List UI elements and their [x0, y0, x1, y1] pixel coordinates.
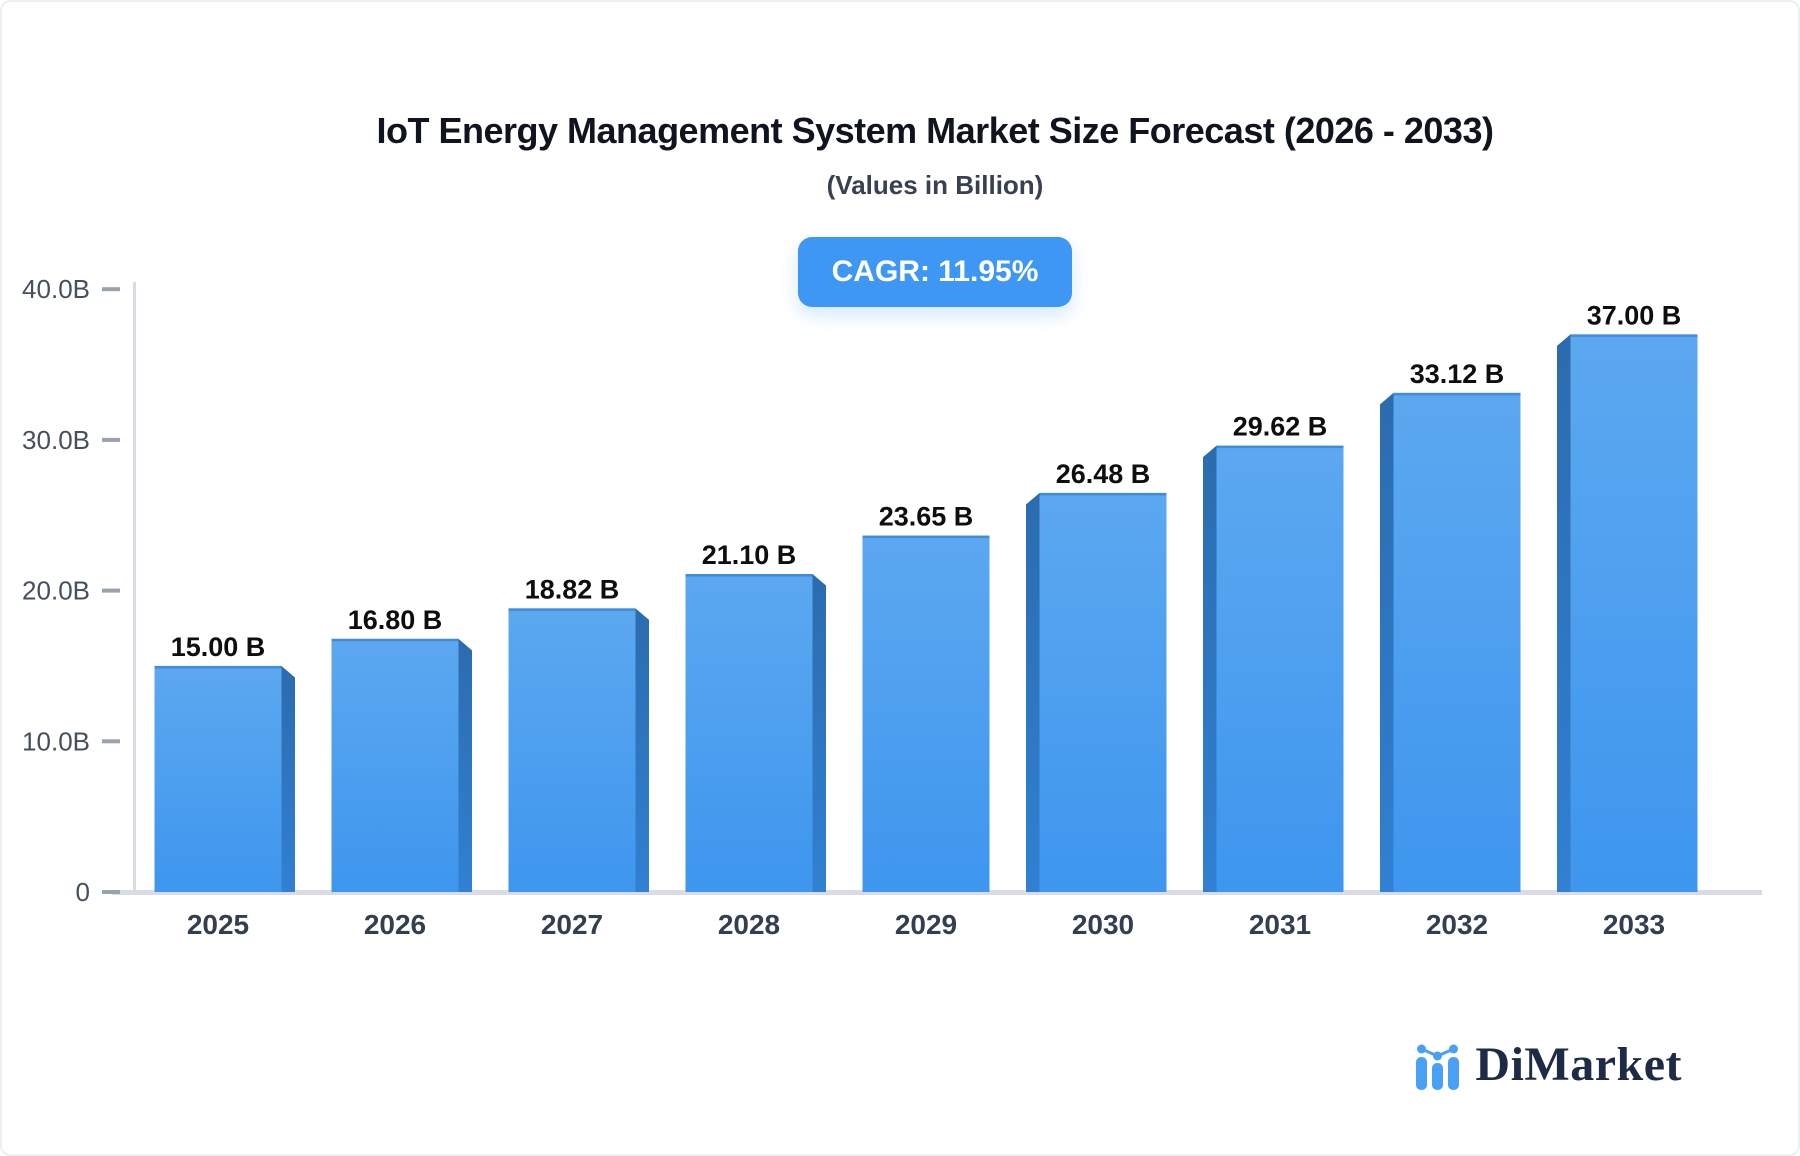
bar-top-edge: [862, 535, 990, 539]
bar-side: [458, 638, 472, 892]
brand-name: DiMarket: [1475, 1038, 1682, 1091]
chart-header: IoT Energy Management System Market Size…: [72, 2, 1798, 307]
brand-logo: DiMarket: [1415, 1038, 1682, 1091]
y-tick-dash: [102, 287, 120, 292]
chart-title: IoT Energy Management System Market Size…: [376, 110, 1494, 151]
bar-face: [508, 608, 636, 892]
bar-top-edge: [1216, 445, 1344, 449]
y-tick-dash: [102, 588, 120, 593]
bar-face: [862, 535, 990, 892]
y-tick-label: 40.0B: [22, 274, 90, 304]
x-tick-label: 2031: [1249, 909, 1311, 940]
bar-face: [154, 665, 282, 892]
bar-group-2030: 26.48 B 2030: [1026, 459, 1167, 940]
bar-face: [685, 574, 813, 892]
y-tick-dash: [102, 890, 120, 894]
bar-side: [1380, 392, 1394, 892]
bar-group-2025: 15.00 B 2025: [154, 632, 295, 940]
bar-value-label: 29.62 B: [1233, 412, 1328, 442]
y-tick-label: 30.0B: [22, 425, 90, 455]
cagr-badge: CAGR: 11.95%: [797, 237, 1073, 307]
y-axis-line: [133, 282, 136, 894]
x-tick-label: 2025: [187, 909, 249, 940]
bar-group-2031: 29.62 B 2031: [1203, 412, 1344, 940]
bar-side: [1026, 492, 1040, 892]
bar-value-label: 23.65 B: [879, 502, 974, 532]
y-tick-dash: [102, 739, 120, 744]
bar-group-2028: 21.10 B 2028: [685, 540, 826, 940]
chart-subtitle: (Values in Billion): [826, 170, 1044, 200]
x-tick-label: 2029: [895, 909, 957, 940]
bar-side: [812, 574, 826, 892]
y-tick-dash: [102, 437, 120, 442]
bar-top-edge: [1570, 334, 1698, 337]
bar-face: [1039, 492, 1167, 892]
bar-face: [331, 638, 459, 892]
bar-side: [281, 665, 295, 892]
bar-value-label: 18.82 B: [525, 574, 620, 604]
y-tick-label: 20.0B: [22, 576, 90, 606]
x-axis-line: [112, 890, 1762, 895]
bar-face: [1393, 392, 1521, 892]
bar-top-edge: [1393, 392, 1521, 396]
bar-face: [1570, 334, 1698, 892]
bar-face: [1216, 445, 1344, 892]
bar-value-label: 33.12 B: [1410, 359, 1505, 389]
bar-top-edge: [154, 665, 282, 669]
bar-value-label: 26.48 B: [1056, 459, 1151, 489]
bar-group-2029: 23.65 B 2029: [862, 502, 990, 940]
x-tick-label: 2027: [541, 909, 603, 940]
bar-side: [1203, 445, 1217, 892]
bar-value-label: 15.00 B: [171, 632, 266, 662]
bar-side: [1557, 334, 1571, 892]
x-tick-label: 2030: [1072, 909, 1134, 940]
x-tick-label: 2032: [1426, 909, 1488, 940]
bar-top-edge: [508, 608, 636, 611]
y-tick-label: 0: [76, 877, 90, 907]
bar-top-edge: [331, 638, 459, 642]
bar-chart-logo-icon: [1416, 1044, 1460, 1091]
bar-value-label: 16.80 B: [348, 605, 443, 635]
bar-group-2026: 16.80 B 2026: [331, 605, 472, 940]
x-tick-label: 2028: [718, 909, 780, 940]
bar-group-2027: 18.82 B 2027: [508, 574, 649, 940]
bar-group-2032: 33.12 B 2032: [1380, 359, 1521, 940]
bar-group-2033: 37.00 B 2033: [1557, 300, 1698, 940]
x-tick-label: 2033: [1603, 909, 1665, 940]
bar-top-edge: [1039, 492, 1167, 496]
bar-top-edge: [685, 574, 813, 577]
bar-side: [635, 608, 649, 892]
y-tick-label: 10.0B: [22, 726, 90, 756]
bar-value-label: 21.10 B: [702, 540, 797, 570]
x-tick-label: 2026: [364, 909, 426, 940]
bar-value-label: 37.00 B: [1587, 300, 1682, 330]
